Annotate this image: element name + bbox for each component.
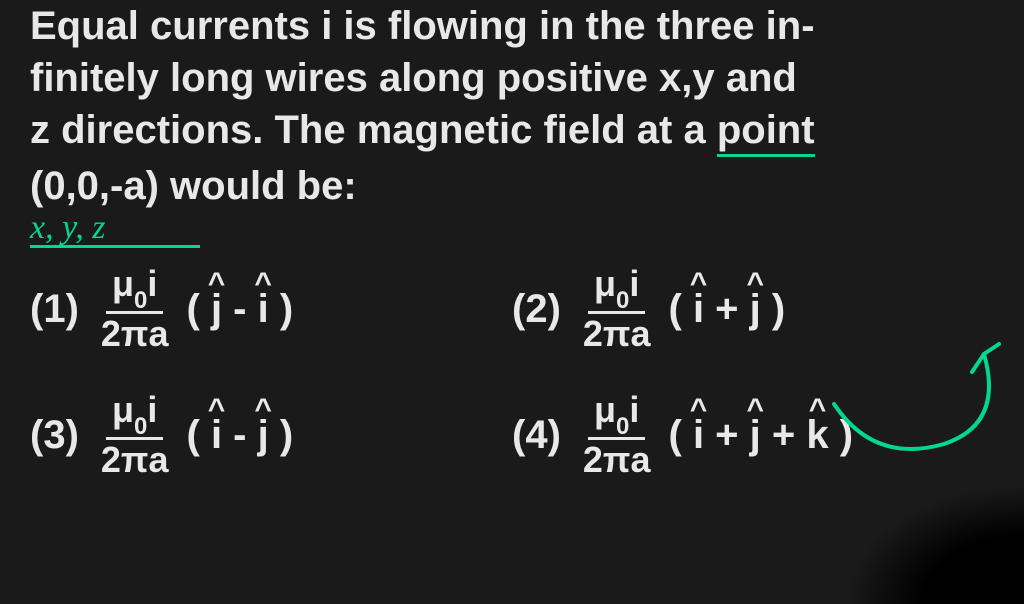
option-2-numerator: μ0i: [588, 266, 645, 314]
option-4-fraction: μ0i 2πa: [577, 392, 657, 478]
option-3-num: (3): [30, 413, 79, 458]
option-1-denominator: 2πa: [95, 314, 175, 352]
option-2-num: (2): [512, 287, 561, 332]
option-4-num: (4): [512, 413, 561, 458]
option-2-vector: ( i + j ): [669, 287, 786, 332]
option-1-numerator: μ0i: [106, 266, 163, 314]
option-3-numerator: μ0i: [106, 392, 163, 440]
option-1: (1) μ0i 2πa ( j - i ): [30, 266, 512, 352]
question-line-1: Equal currents i is flowing in the three…: [30, 4, 815, 48]
underlined-word: point: [717, 108, 815, 157]
option-4-numerator: μ0i: [588, 392, 645, 440]
question-line-2: finitely long wires along positive x,y a…: [30, 56, 797, 100]
option-1-num: (1): [30, 287, 79, 332]
option-3-denominator: 2πa: [95, 440, 175, 478]
question-line-3-pre: z directions. The magnetic field at a: [30, 108, 717, 152]
handwritten-annotation: x, y, z: [30, 209, 994, 247]
option-3-vector: ( i - j ): [187, 413, 294, 458]
option-2-denominator: 2πa: [577, 314, 657, 352]
option-4-denominator: 2πa: [577, 440, 657, 478]
green-curve-annotation: [824, 304, 1024, 484]
point-line: (0,0,-a) would be:: [30, 164, 994, 209]
option-2-fraction: μ0i 2πa: [577, 266, 657, 352]
dark-corner-blob: [844, 484, 1024, 604]
option-3: (3) μ0i 2πa ( i - j ): [30, 392, 512, 478]
option-1-vector: ( j - i ): [187, 287, 294, 332]
option-3-fraction: μ0i 2πa: [95, 392, 175, 478]
question-text: Equal currents i is flowing in the three…: [30, 0, 994, 156]
option-1-fraction: μ0i 2πa: [95, 266, 175, 352]
